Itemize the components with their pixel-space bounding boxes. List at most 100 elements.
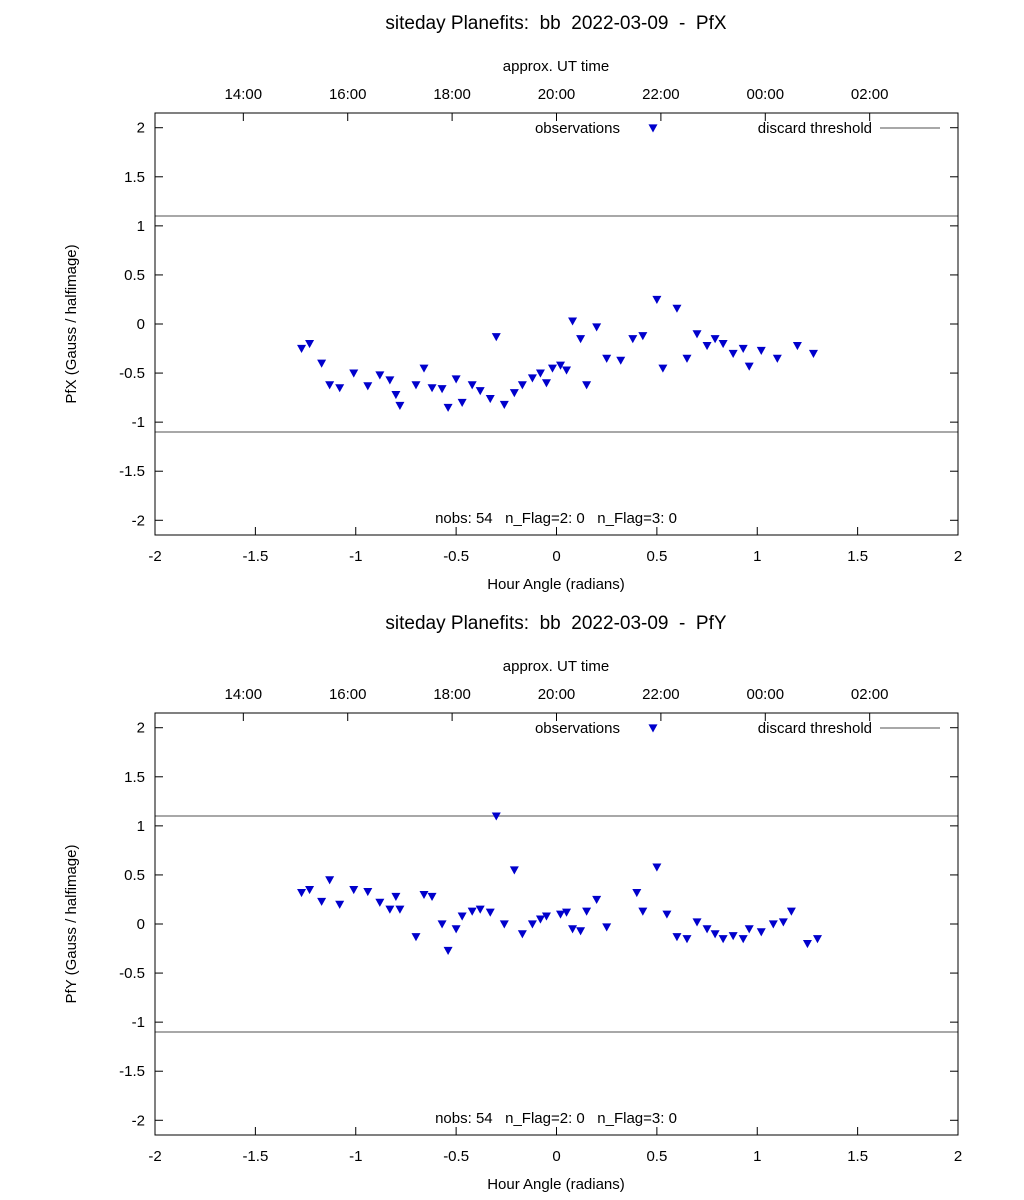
- y-tick-label: -1.5: [119, 463, 145, 480]
- observation-point: [718, 340, 728, 349]
- observation-point: [391, 892, 401, 902]
- observation-point: [317, 897, 327, 906]
- observation-point: [802, 940, 812, 949]
- y-tick-label: 0: [137, 316, 145, 333]
- observation-point: [305, 340, 315, 349]
- observation-point: [485, 908, 495, 917]
- ut-tick-label: 18:00: [433, 686, 471, 703]
- ut-tick-label: 22:00: [642, 86, 680, 103]
- observation-point: [443, 946, 453, 955]
- y-tick-label: -1: [132, 414, 145, 431]
- observation-point: [728, 349, 738, 358]
- observation-point: [391, 391, 401, 400]
- pfx-top-axis-label: approx. UT time: [503, 58, 609, 75]
- y-tick-label: -0.5: [119, 365, 145, 382]
- observation-point: [375, 898, 385, 907]
- observation-point: [325, 876, 335, 885]
- observation-point: [499, 920, 509, 929]
- pfx-legend-observations-label: observations: [535, 120, 620, 137]
- observation-point: [475, 387, 485, 396]
- observation-point: [335, 384, 345, 393]
- observation-point: [297, 888, 307, 898]
- observation-point: [363, 888, 373, 897]
- x-tick-label: -1.5: [242, 1148, 268, 1165]
- observation-point: [738, 344, 748, 354]
- observation-point: [395, 401, 405, 410]
- y-tick-label: -1.5: [119, 1063, 145, 1080]
- observation-point: [517, 381, 527, 390]
- y-tick-label: 0.5: [124, 267, 145, 284]
- plot-frame: [154, 112, 959, 536]
- observation-point: [792, 341, 802, 351]
- observation-point: [652, 863, 662, 872]
- y-tick-label: 1: [137, 818, 145, 835]
- observation-point: [437, 385, 447, 394]
- pfy-legend-threshold-label: discard threshold: [758, 720, 872, 737]
- ut-tick-label: 14:00: [225, 86, 263, 103]
- x-tick-label: -0.5: [443, 548, 469, 565]
- pfx-plot-area: -2 -1.5 -1 -0.5 0 0.5 1 1.5 2 -2 -1.5 -1 -0.5 0 0.5 1 1.…: [119, 86, 962, 565]
- observation-point: [535, 915, 545, 924]
- observation-point: [576, 927, 586, 936]
- observation-point: [638, 907, 648, 916]
- observation-point: [812, 935, 822, 944]
- observation-point: [582, 907, 592, 916]
- observation-point: [427, 384, 437, 393]
- y-tick-label: 2: [137, 120, 145, 137]
- pfy-legend-observations-label: observations: [535, 720, 620, 737]
- y-tick-label: 2: [137, 720, 145, 737]
- observation-point: [592, 895, 602, 904]
- ut-tick-label: 16:00: [329, 686, 367, 703]
- pfy-top-axis-label: approx. UT time: [503, 658, 609, 675]
- ut-tick-label: 20:00: [538, 686, 576, 703]
- observation-point: [808, 349, 818, 358]
- observation-point: [692, 330, 702, 339]
- observation-point: [475, 905, 485, 914]
- observation-point: [568, 925, 578, 934]
- observation-point: [385, 376, 395, 385]
- observation-point: [547, 364, 557, 373]
- y-tick-label: 0.5: [124, 867, 145, 884]
- observations-legend-marker-icon: [648, 124, 658, 133]
- observation-point: [419, 364, 429, 373]
- observation-point: [568, 317, 578, 326]
- observation-point: [718, 935, 728, 944]
- observation-point: [509, 866, 519, 875]
- y-tick-label: 1.5: [124, 769, 145, 786]
- x-tick-label: -1.5: [242, 548, 268, 565]
- observation-point: [772, 354, 782, 363]
- observation-point: [710, 335, 720, 344]
- x-tick-label: 0: [552, 1148, 560, 1165]
- observation-point: [541, 912, 551, 921]
- x-tick-label: -1: [349, 548, 362, 565]
- observation-point: [744, 925, 754, 934]
- observation-point: [556, 910, 566, 919]
- observation-point: [786, 907, 796, 916]
- observation-point: [638, 332, 648, 341]
- observation-point: [419, 890, 429, 900]
- pfy-chart: siteday Planefits: bb 2022-03-09 - PfY a…: [63, 613, 962, 1193]
- pfx-y-axis-label: PfX (Gauss / halfimage): [63, 244, 80, 403]
- observation-point: [509, 389, 519, 398]
- observation-point: [297, 344, 307, 354]
- observation-point: [467, 907, 477, 916]
- x-tick-label: 1: [753, 1148, 761, 1165]
- plot-frame: [154, 712, 959, 1136]
- observation-point: [710, 930, 720, 939]
- pfy-x-axis-label: Hour Angle (radians): [487, 1176, 625, 1193]
- observation-point: [682, 935, 692, 944]
- pfy-y-axis-label: PfY (Gauss / halfimage): [63, 845, 80, 1004]
- observation-point: [457, 912, 467, 921]
- observation-point: [485, 394, 495, 404]
- ut-tick-label: 22:00: [642, 686, 680, 703]
- observation-point: [616, 356, 626, 365]
- y-tick-label: 0: [137, 916, 145, 933]
- observation-point: [451, 925, 461, 934]
- observation-point: [457, 398, 467, 408]
- observation-point: [499, 400, 509, 409]
- observation-point: [756, 928, 766, 937]
- observation-point: [527, 920, 537, 929]
- y-tick-label: 1: [137, 218, 145, 235]
- pfx-legend-threshold-label: discard threshold: [758, 120, 872, 137]
- observation-point: [437, 920, 447, 929]
